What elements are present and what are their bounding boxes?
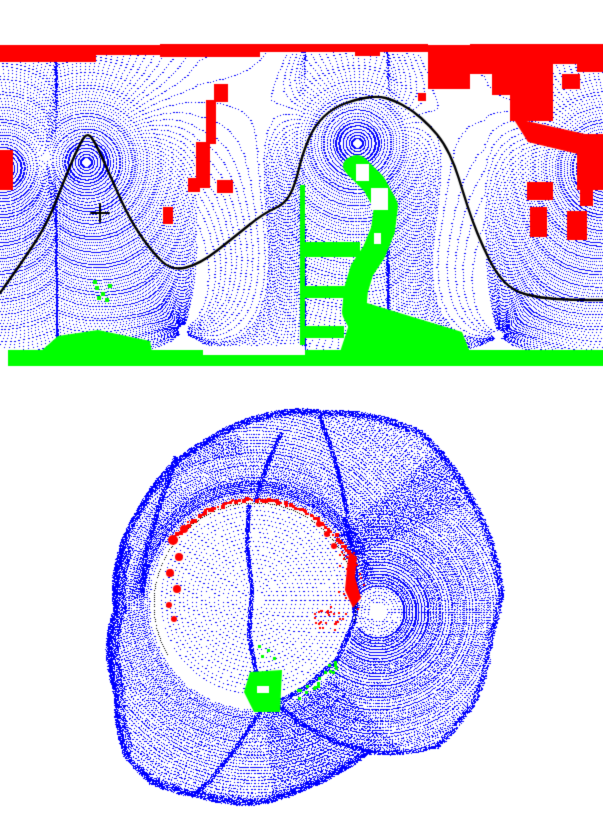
figure-field-line-visualization [0,0,603,813]
figure-canvas [0,0,603,813]
